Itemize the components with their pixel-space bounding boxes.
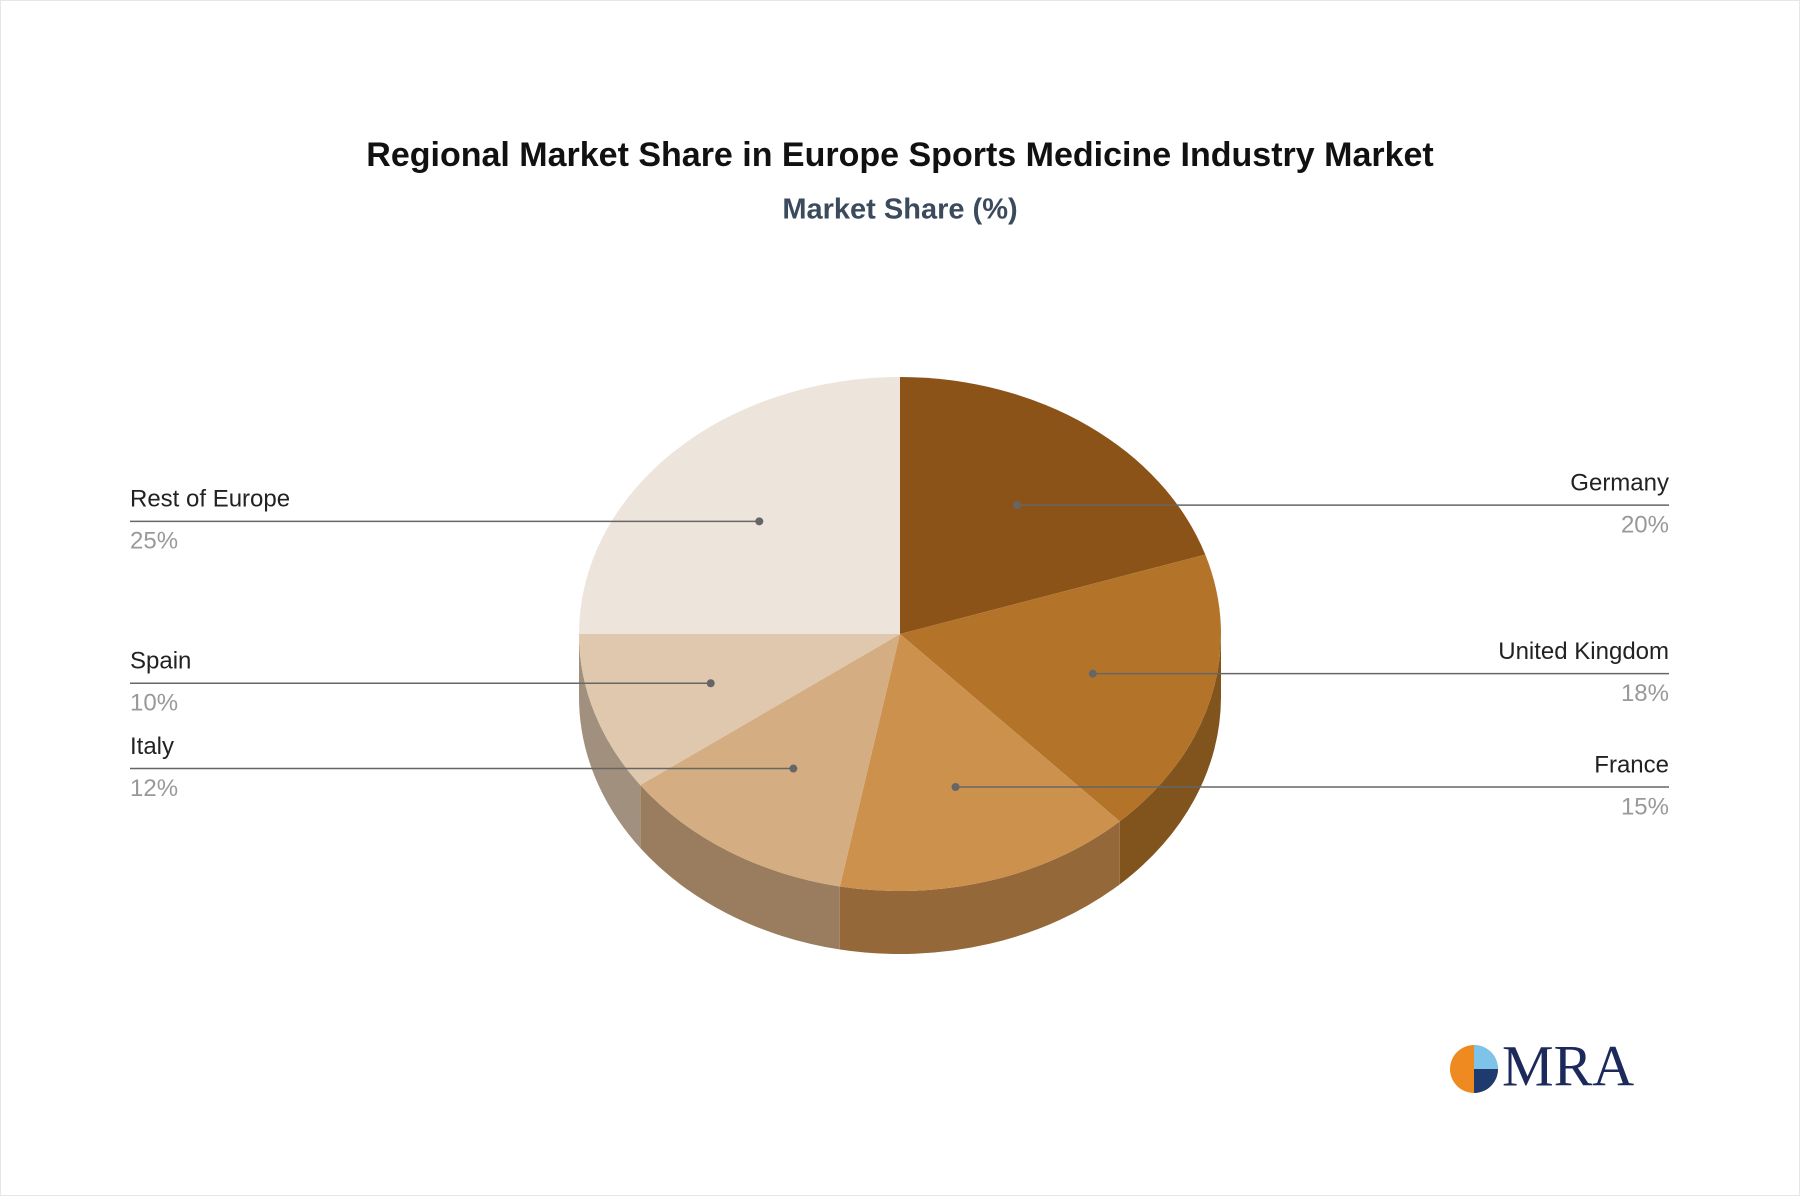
slice-side <box>1119 634 1221 885</box>
value-label: 15% <box>1621 793 1669 820</box>
logo-icon <box>1474 1045 1498 1069</box>
pie-sides <box>579 634 1221 954</box>
logo-text: MRA <box>1502 1033 1634 1098</box>
value-label: 20% <box>1621 511 1669 538</box>
value-label: 18% <box>1621 680 1669 707</box>
value-label: 10% <box>130 690 178 717</box>
leader-dot <box>1012 501 1021 510</box>
slice-side <box>579 634 641 849</box>
logo: MRA <box>1450 1033 1634 1098</box>
category-label: France <box>1594 751 1669 778</box>
chart-title: Regional Market Share in Europe Sports M… <box>366 136 1433 174</box>
category-label: Rest of Europe <box>130 486 290 513</box>
pie-tops <box>579 377 1221 891</box>
slice <box>900 554 1221 822</box>
value-label: 25% <box>130 528 178 555</box>
slice <box>579 634 900 786</box>
value-label: 12% <box>130 775 178 802</box>
leader-dot <box>951 783 960 792</box>
logo-icon <box>1474 1069 1498 1093</box>
chart-subtitle: Market Share (%) <box>782 194 1017 226</box>
leader-dot <box>1088 669 1097 678</box>
category-label: United Kingdom <box>1498 638 1669 665</box>
slice <box>839 634 1120 891</box>
category-label: Spain <box>130 648 191 675</box>
leader-dot <box>755 517 764 526</box>
slice <box>579 377 900 634</box>
slice-side <box>839 821 1120 954</box>
annotations: Germany 20% United Kingdom 18% France 15% Ital… <box>130 469 1669 820</box>
slice-side <box>640 785 840 950</box>
category-label: Germany <box>1570 469 1669 496</box>
leader-dot <box>706 679 715 688</box>
category-label: Italy <box>130 733 174 760</box>
leader-dot <box>789 764 798 773</box>
slice <box>640 634 900 887</box>
